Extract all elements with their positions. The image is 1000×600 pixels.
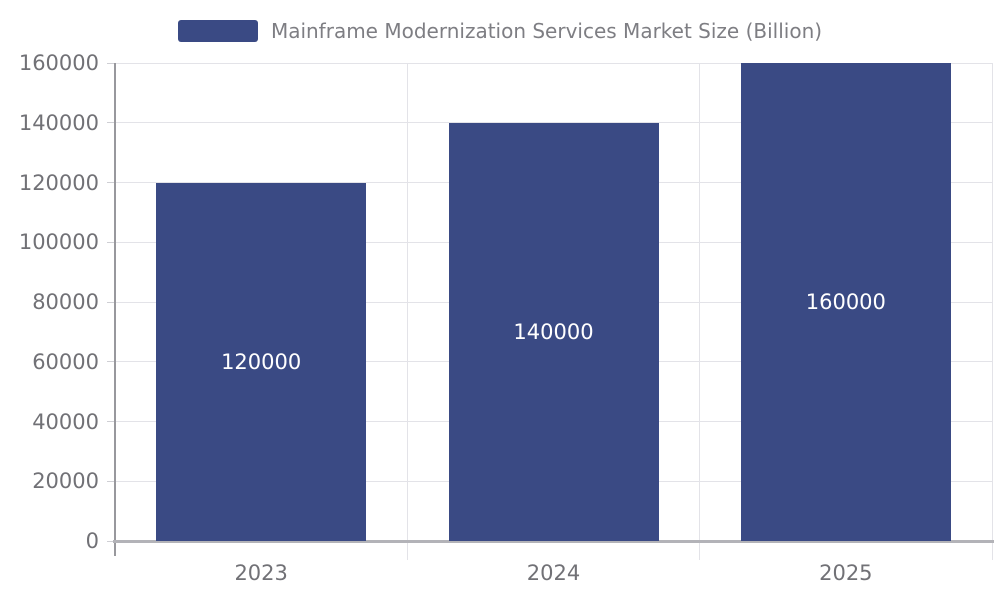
y-axis-tick-label: 80000	[32, 290, 99, 314]
y-axis-tick-label: 60000	[32, 349, 99, 374]
bar[interactable]: 140000	[448, 122, 659, 541]
y-axis-tick-label: 40000	[32, 409, 99, 434]
y-axis-tick	[107, 480, 115, 482]
y-axis-tick-label: 140000	[18, 110, 99, 135]
y-axis-tick-label: 100000	[18, 230, 99, 255]
gridline-vertical	[699, 63, 701, 560]
y-axis-tick-label: 120000	[18, 170, 99, 195]
y-axis-tick	[107, 361, 115, 363]
y-axis-tick-label: 160000	[18, 51, 99, 75]
y-axis-tick	[107, 421, 115, 422]
bar-value-label: 140000	[513, 319, 594, 344]
y-axis-tick	[107, 301, 115, 303]
y-axis-tick	[107, 122, 115, 124]
bar-value-label: 160000	[805, 290, 886, 314]
y-axis-tick	[107, 540, 115, 542]
chart-title: Mainframe Modernization Services Market …	[270, 19, 823, 43]
y-axis-line	[113, 63, 116, 556]
gridline-horizontal	[115, 62, 992, 64]
y-axis-tick	[107, 241, 115, 243]
legend-swatch	[177, 20, 258, 42]
bar-value-label: 120000	[221, 349, 302, 374]
x-axis-tick-label: 2023	[234, 561, 288, 585]
x-axis-tick-label: 2024	[526, 561, 581, 585]
bar[interactable]: 120000	[156, 182, 367, 541]
gridline-vertical	[991, 63, 993, 560]
x-axis-line	[113, 539, 994, 543]
legend[interactable]: Mainframe Modernization Services Market …	[0, 17, 1000, 45]
y-axis-tick	[107, 62, 115, 64]
y-axis-tick-label: 0	[85, 529, 99, 553]
y-axis-tick	[107, 182, 115, 183]
gridline-vertical	[406, 63, 408, 560]
bar[interactable]: 160000	[740, 63, 951, 541]
x-axis-tick-label: 2025	[819, 561, 873, 585]
y-axis-tick-label: 20000	[32, 469, 99, 494]
